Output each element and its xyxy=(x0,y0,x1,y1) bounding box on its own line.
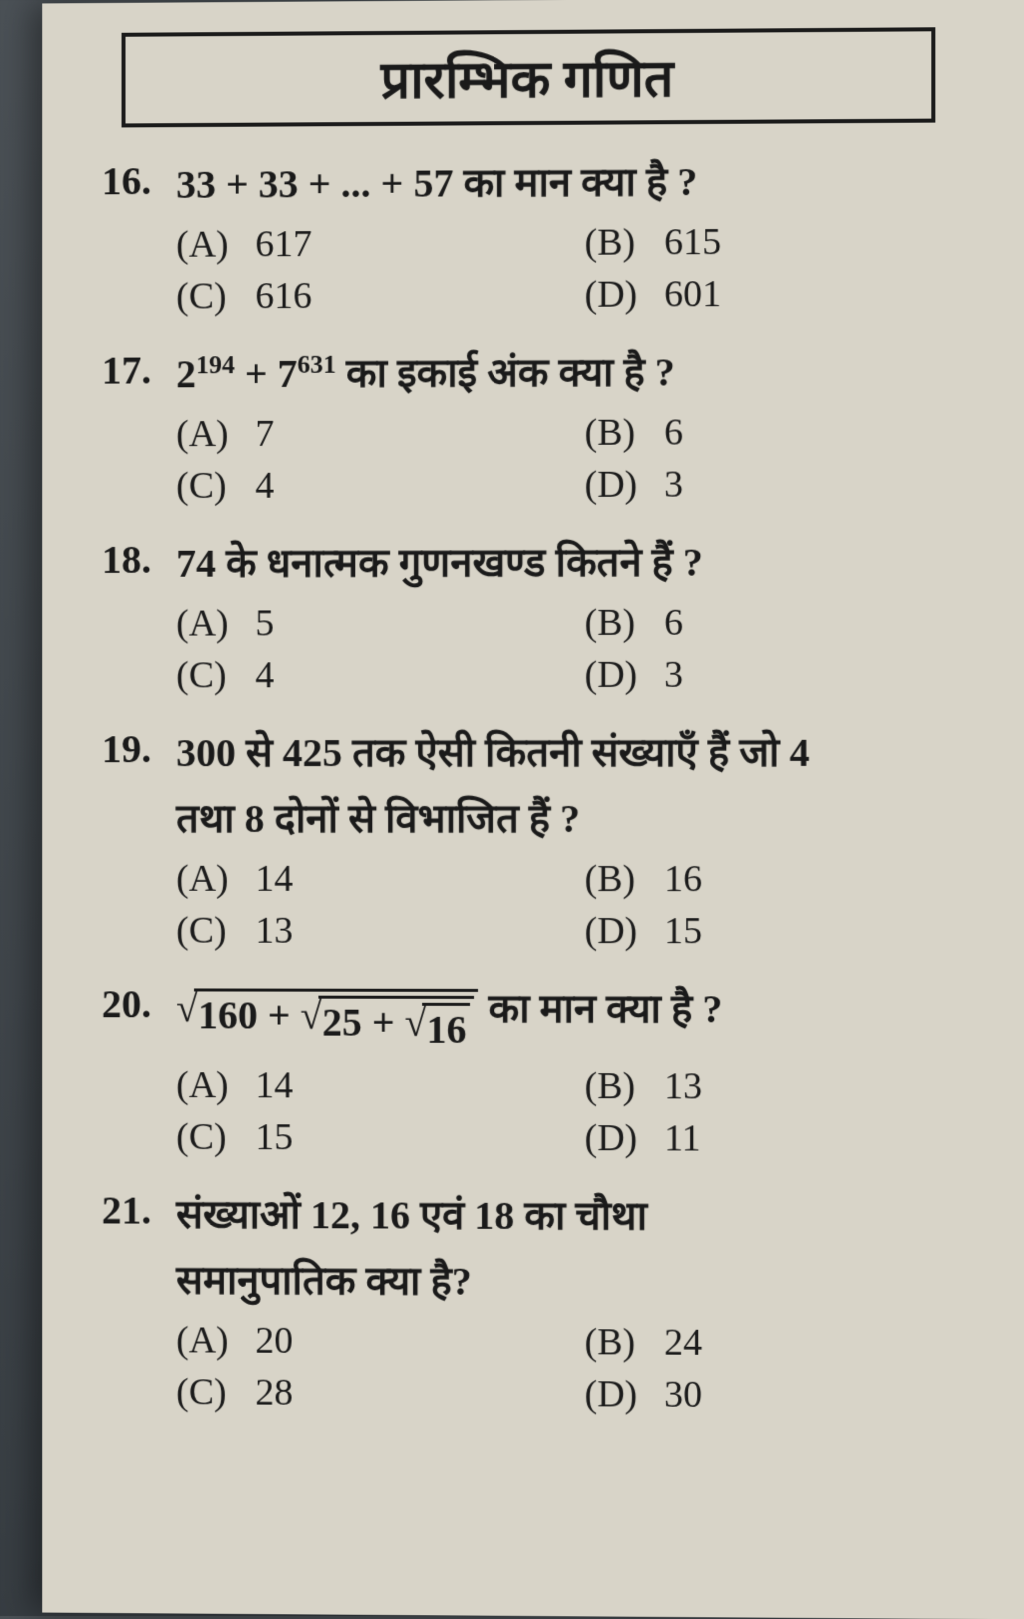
option-c: (C) 4 xyxy=(176,463,564,508)
option-d: (D) 11 xyxy=(585,1116,976,1161)
question-text: 300 से 425 तक ऐसी कितनी संख्याएँ हैं जो … xyxy=(176,725,809,781)
option-a: (A) 7 xyxy=(176,411,564,456)
question-number: 19. xyxy=(102,725,176,772)
question-line: 18. 74 के धनात्मक गुणनखण्ड कितने हैं ? xyxy=(102,534,976,592)
question-number: 20. xyxy=(102,980,176,1027)
option-c: (C) 13 xyxy=(176,909,564,953)
option-c: (C) 15 xyxy=(176,1115,564,1160)
question-number: 16. xyxy=(102,157,176,204)
exam-page: प्रारम्भिक गणित 16. 33 + 33 + ... + 57 क… xyxy=(42,0,1024,1619)
page-title: प्रारम्भिक गणित xyxy=(145,39,911,115)
option-b: (B) 13 xyxy=(585,1064,976,1109)
question-17: 17. 2194 + 7631 का इकाई अंक क्या है ? (A… xyxy=(102,343,976,508)
question-text: √ 160 + √ 25 + √ 16 xyxy=(176,980,722,1054)
option-d: (D) 3 xyxy=(585,652,976,697)
question-number: 17. xyxy=(102,346,176,393)
option-b: (B) 615 xyxy=(585,219,976,265)
question-line: 20. √ 160 + √ 25 + √ 16 xyxy=(102,980,976,1055)
title-box: प्रारम्भिक गणित xyxy=(122,27,936,127)
option-b: (B) 16 xyxy=(585,857,976,901)
options-grid: (A) 14 (B) 13 (C) 15 (D) 11 xyxy=(176,1063,975,1161)
options-grid: (A) 14 (B) 16 (C) 13 (D) 15 xyxy=(176,857,975,954)
options-grid: (A) 617 (B) 615 (C) 616 (D) 601 xyxy=(176,219,975,319)
option-a: (A) 14 xyxy=(176,857,564,901)
question-line: 21. संख्याओं 12, 16 एवं 18 का चौथा xyxy=(102,1187,976,1246)
option-a: (A) 5 xyxy=(176,601,564,646)
options-grid: (A) 20 (B) 24 (C) 28 (D) 30 xyxy=(176,1318,975,1418)
question-text: 2194 + 7631 का इकाई अंक क्या है ? xyxy=(176,344,675,402)
question-number: 21. xyxy=(102,1187,176,1234)
option-a: (A) 20 xyxy=(176,1318,564,1364)
option-d: (D) 30 xyxy=(585,1372,976,1418)
option-c: (C) 616 xyxy=(176,273,564,319)
question-16: 16. 33 + 33 + ... + 57 का मान क्या है ? … xyxy=(102,152,976,318)
option-c: (C) 28 xyxy=(176,1370,564,1416)
question-21: 21. संख्याओं 12, 16 एवं 18 का चौथा समानु… xyxy=(102,1187,976,1419)
option-d: (D) 601 xyxy=(585,271,976,317)
option-a: (A) 617 xyxy=(176,221,564,267)
option-a: (A) 14 xyxy=(176,1063,564,1108)
question-20: 20. √ 160 + √ 25 + √ 16 xyxy=(102,980,976,1161)
option-b: (B) 6 xyxy=(585,409,976,454)
question-text: 33 + 33 + ... + 57 का मान क्या है ? xyxy=(176,154,697,213)
question-line: 16. 33 + 33 + ... + 57 का मान क्या है ? xyxy=(102,152,976,213)
option-c: (C) 4 xyxy=(176,653,564,697)
options-grid: (A) 7 (B) 6 (C) 4 (D) 3 xyxy=(176,409,975,507)
option-d: (D) 15 xyxy=(585,909,976,954)
question-line: 19. 300 से 425 तक ऐसी कितनी संख्याएँ हैं… xyxy=(102,725,976,781)
question-number: 18. xyxy=(102,536,176,583)
question-text-line2: तथा 8 दोनों से विभाजित हैं ? xyxy=(176,791,975,847)
option-b: (B) 6 xyxy=(585,600,976,645)
question-text: 74 के धनात्मक गुणनखण्ड कितने हैं ? xyxy=(176,535,703,592)
question-19: 19. 300 से 425 तक ऐसी कितनी संख्याएँ हैं… xyxy=(102,725,976,954)
question-text-line2: समानुपातिक क्या है? xyxy=(176,1253,975,1312)
question-18: 18. 74 के धनात्मक गुणनखण्ड कितने हैं ? (… xyxy=(102,534,976,697)
option-d: (D) 3 xyxy=(585,462,976,507)
sqrt-expression: √ 160 + √ 25 + √ 16 xyxy=(176,988,478,1053)
option-b: (B) 24 xyxy=(585,1320,976,1366)
options-grid: (A) 5 (B) 6 (C) 4 (D) 3 xyxy=(176,600,975,697)
question-line: 17. 2194 + 7631 का इकाई अंक क्या है ? xyxy=(102,343,976,402)
question-text: संख्याओं 12, 16 एवं 18 का चौथा xyxy=(176,1187,647,1245)
